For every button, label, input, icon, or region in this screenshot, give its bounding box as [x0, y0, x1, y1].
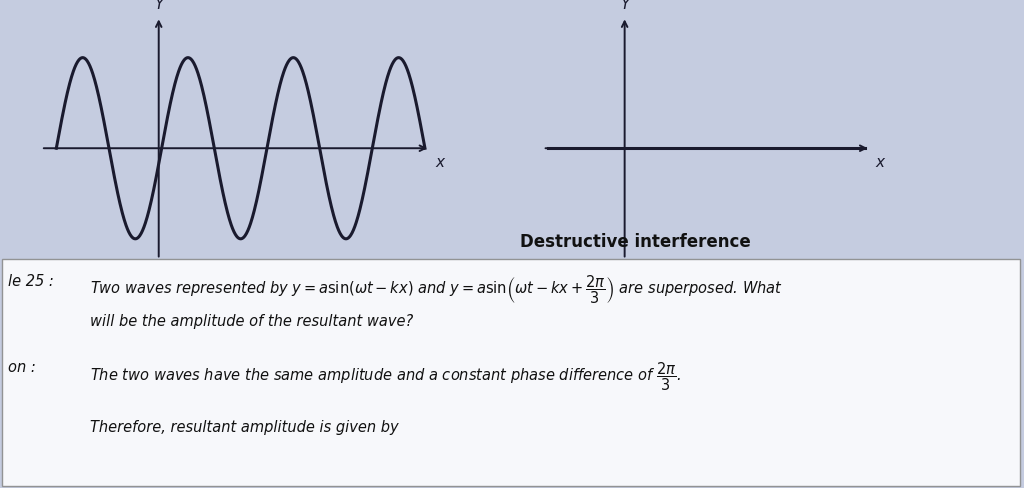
Text: Y: Y	[620, 0, 630, 12]
Text: le 25 :: le 25 :	[8, 274, 53, 289]
Text: Y: Y	[154, 0, 164, 12]
Text: Two waves represented by $y = a\sin(\omega t - kx)$ and $y = a\sin\!\left(\omega: Two waves represented by $y = a\sin(\ome…	[90, 274, 783, 306]
Text: x: x	[876, 155, 885, 170]
Text: The two waves have the same amplitude and a constant phase difference of $\dfrac: The two waves have the same amplitude an…	[90, 361, 681, 393]
Text: x: x	[435, 155, 444, 170]
Text: will be the amplitude of the resultant wave?: will be the amplitude of the resultant w…	[90, 314, 414, 328]
FancyBboxPatch shape	[2, 259, 1020, 486]
Text: Therefore, resultant amplitude is given by: Therefore, resultant amplitude is given …	[90, 420, 398, 435]
Text: Destructive interference: Destructive interference	[519, 233, 751, 251]
Text: on :: on :	[8, 361, 36, 375]
